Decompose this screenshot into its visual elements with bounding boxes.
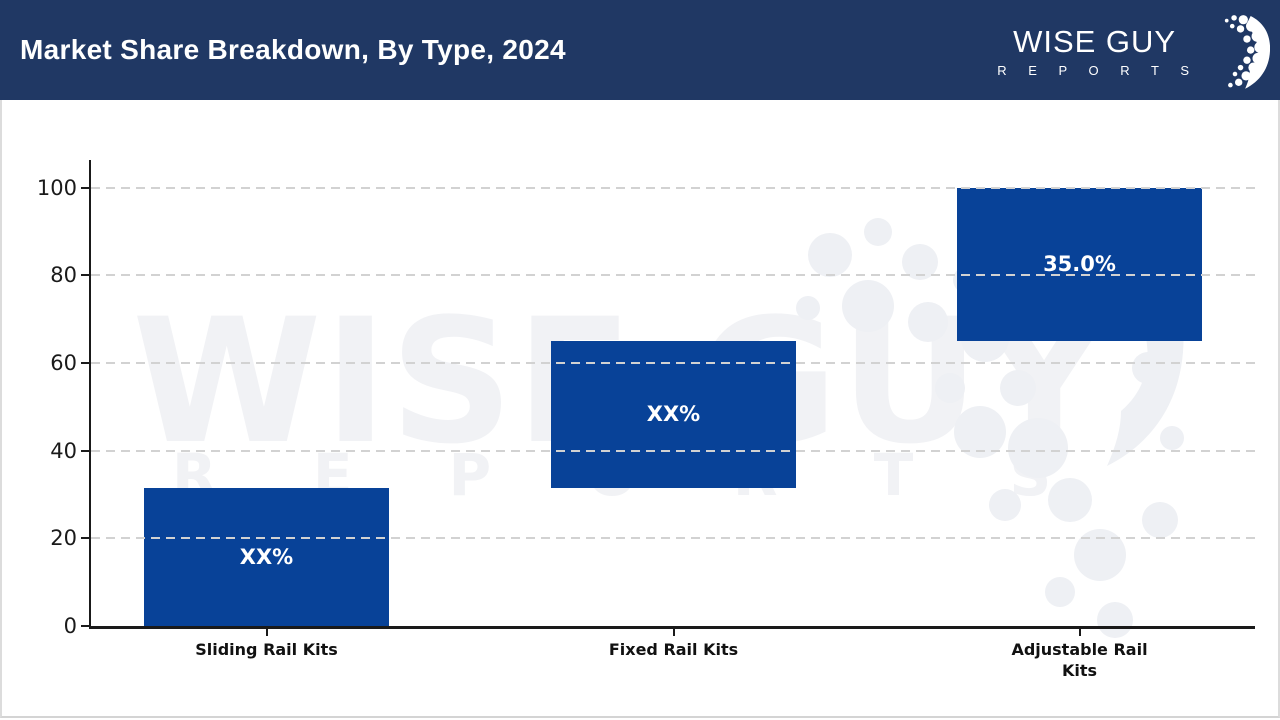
brand-logo: WISE GUY R E P O R T S — [991, 6, 1270, 96]
bar-2 — [551, 340, 796, 488]
y-tick-mark — [81, 449, 89, 452]
gridline-60 — [91, 361, 1255, 364]
gridline-40 — [91, 449, 1255, 452]
plot-area: 0 20 40 60 80 100 XX% Sliding Rail Kits XX% Fixed… — [37, 160, 1255, 680]
header-band: Market Share Breakdown, By Type, 2024 WI… — [0, 0, 1280, 100]
gridline-80 — [91, 274, 1255, 277]
bar-value-label: XX% — [646, 402, 701, 427]
y-tick-label: 100 — [36, 175, 77, 200]
brand-logo-text: WISE GUY R E P O R T S — [991, 24, 1198, 78]
x-category-label-1: Sliding Rail Kits — [195, 640, 338, 659]
y-tick-mark — [81, 274, 89, 277]
gridline-100 — [91, 186, 1255, 189]
y-tick-mark — [81, 186, 89, 189]
x-tick-mark — [1078, 626, 1081, 636]
brand-name: WISE GUY — [1013, 24, 1177, 59]
gridline-20 — [91, 537, 1255, 540]
page-title: Market Share Breakdown, By Type, 2024 — [20, 34, 566, 65]
y-tick-mark — [81, 361, 89, 364]
y-tick-label: 20 — [50, 526, 77, 551]
y-tick-mark — [81, 625, 89, 627]
bar-value-label: XX% — [239, 544, 294, 569]
brand-face-icon — [1224, 15, 1270, 89]
x-category-label-3: Adjustable Rail Kits — [1011, 640, 1148, 680]
y-tick-label: 40 — [50, 438, 77, 463]
y-tick-mark — [81, 537, 89, 540]
x-tick-mark — [265, 626, 268, 636]
y-tick-label: 0 — [63, 614, 77, 638]
bar-value-label: 35.0% — [1043, 252, 1116, 277]
y-tick-label: 60 — [50, 350, 77, 375]
x-category-label-2: Fixed Rail Kits — [608, 640, 739, 659]
bar-3 — [957, 187, 1202, 341]
y-tick-label: 80 — [50, 263, 77, 288]
x-tick-mark — [672, 626, 675, 636]
brand-subtitle: R E P O R T S — [997, 63, 1198, 78]
bar-1 — [144, 487, 389, 626]
